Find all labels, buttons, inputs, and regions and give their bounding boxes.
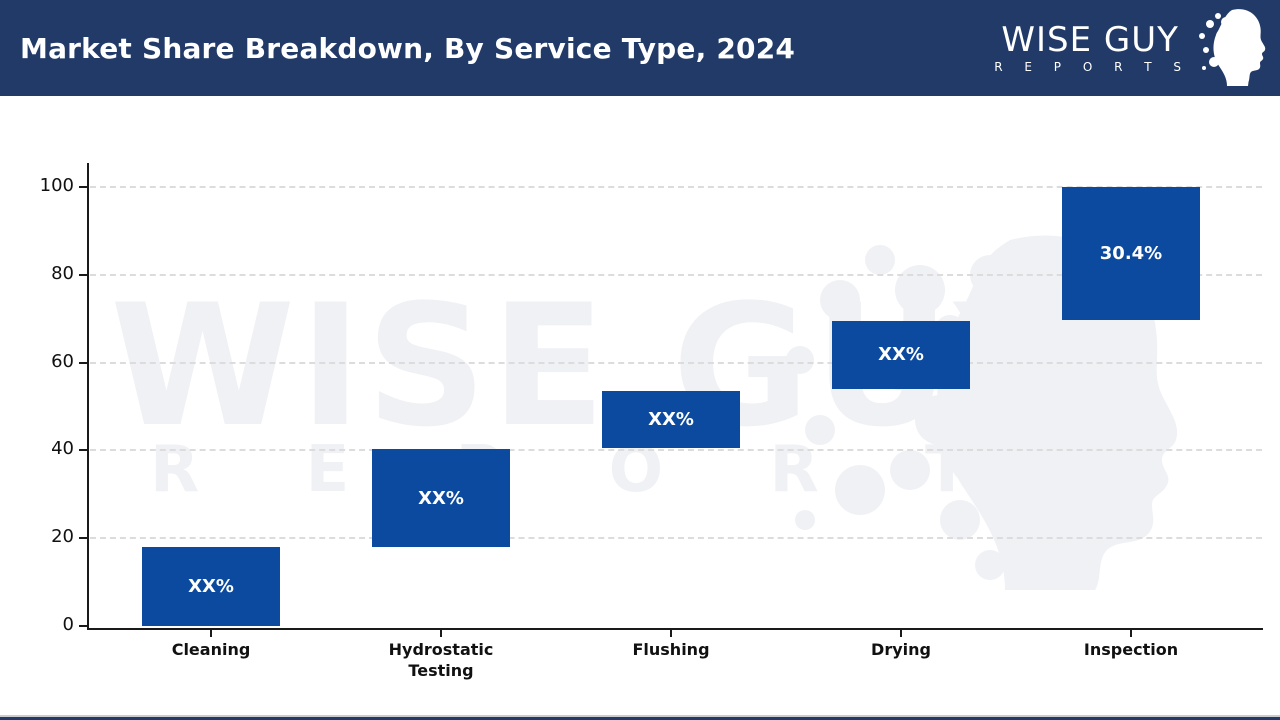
footer-divider [0, 715, 1280, 717]
bar-value-label: XX% [648, 409, 694, 431]
bar-inspection: 30.4% [1062, 187, 1200, 321]
x-tick-label-cleaning: Cleaning [171, 640, 251, 659]
y-tick-label: 20 [51, 526, 74, 548]
bar-value-label: XX% [418, 487, 464, 509]
x-axis-tick [900, 630, 902, 637]
y-tick-label: 0 [62, 614, 74, 635]
y-axis-tick [79, 625, 87, 627]
x-axis-tick [670, 630, 672, 637]
y-axis-tick [79, 449, 87, 452]
wiseguy-face-icon [1196, 6, 1266, 90]
y-axis-tick [79, 186, 87, 188]
x-axis-tick [1130, 630, 1132, 637]
bar-cleaning: XX% [142, 546, 280, 626]
y-tick-label: 80 [51, 262, 74, 284]
bar-value-label: XX% [878, 344, 924, 366]
header-bar: Market Share Breakdown, By Service Type,… [0, 0, 1280, 96]
y-axis-line [87, 163, 89, 630]
x-tick-label-hydrostatic-testing: Hydrostatic Testing [388, 640, 494, 680]
x-tick-label-flushing: Flushing [632, 640, 710, 659]
bar-drying: XX% [832, 320, 970, 389]
y-axis-tick [79, 537, 87, 540]
bar-value-label: XX% [188, 575, 234, 597]
y-tick-label: 60 [51, 350, 74, 372]
bar-hydrostatic-testing: XX% [372, 449, 510, 547]
y-tick-label: 100 [39, 175, 74, 196]
gridline-y60 [90, 361, 1262, 364]
gridline-y80 [90, 273, 1262, 276]
x-tick-label-inspection: Inspection [1083, 640, 1179, 659]
gridline-y20 [90, 537, 1262, 540]
x-axis-tick [210, 630, 212, 637]
y-axis-tick [79, 273, 87, 276]
wiseguy-logo: WISE GUY R E P O R T S [990, 6, 1280, 90]
logo-wordmark: WISE GUY [1001, 20, 1179, 60]
y-tick-label: 40 [51, 438, 74, 460]
x-axis-line [87, 628, 1263, 630]
page-title: Market Share Breakdown, By Service Type,… [20, 31, 796, 65]
wiseguy-logo-text: WISE GUY R E P O R T S [990, 22, 1190, 74]
footer-bar [0, 717, 1280, 720]
gridline-y100 [90, 186, 1262, 188]
watermark-face-dots [760, 210, 1180, 594]
x-axis-tick [440, 630, 442, 637]
bar-value-label: 30.4% [1099, 243, 1163, 265]
bar-flushing: XX% [602, 391, 740, 449]
x-tick-label-drying: Drying [871, 640, 931, 659]
gridline-y40 [90, 449, 1262, 452]
logo-subtitle: R E P O R T S [994, 60, 1190, 74]
y-axis-tick [79, 361, 87, 364]
